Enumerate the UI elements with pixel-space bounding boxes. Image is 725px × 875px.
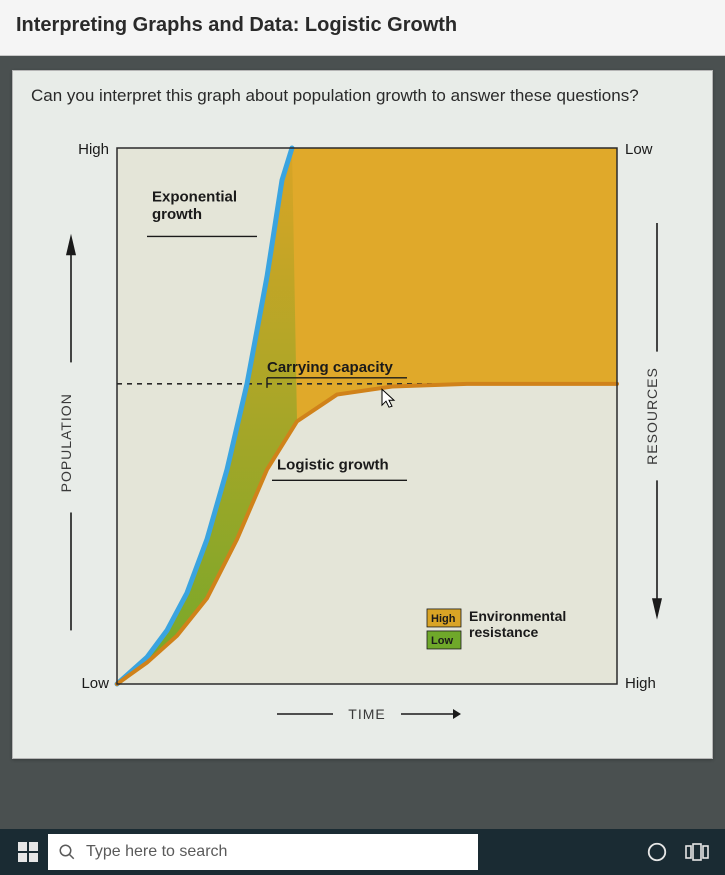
logistic-growth-chart: ExponentialgrowthCarrying capacityLogist… xyxy=(31,124,671,746)
page-title: Interpreting Graphs and Data: Logistic G… xyxy=(16,14,709,37)
question-text: Can you interpret this graph about popul… xyxy=(13,71,712,118)
page-header: Interpreting Graphs and Data: Logistic G… xyxy=(0,0,725,56)
start-button[interactable] xyxy=(8,832,48,872)
svg-text:Low: Low xyxy=(81,675,109,692)
content-card: Can you interpret this graph about popul… xyxy=(12,70,713,759)
chart-container: ExponentialgrowthCarrying capacityLogist… xyxy=(13,118,712,758)
search-placeholder: Type here to search xyxy=(86,843,227,861)
svg-text:Low: Low xyxy=(625,141,653,158)
svg-text:POPULATION: POPULATION xyxy=(58,393,74,492)
search-input[interactable]: Type here to search xyxy=(48,834,478,870)
svg-text:High: High xyxy=(625,675,656,692)
svg-text:High: High xyxy=(78,141,109,158)
svg-text:RESOURCES: RESOURCES xyxy=(644,367,660,465)
svg-text:Logistic growth: Logistic growth xyxy=(277,457,389,474)
svg-text:Low: Low xyxy=(431,635,453,647)
svg-text:Carrying capacity: Carrying capacity xyxy=(267,359,394,376)
search-icon xyxy=(58,843,76,861)
taskbar: Type here to search xyxy=(0,829,725,875)
windows-icon xyxy=(18,842,38,862)
task-view-icon[interactable] xyxy=(677,832,717,872)
svg-text:High: High xyxy=(431,613,456,625)
svg-text:TIME: TIME xyxy=(348,706,385,722)
cortana-icon[interactable] xyxy=(637,832,677,872)
